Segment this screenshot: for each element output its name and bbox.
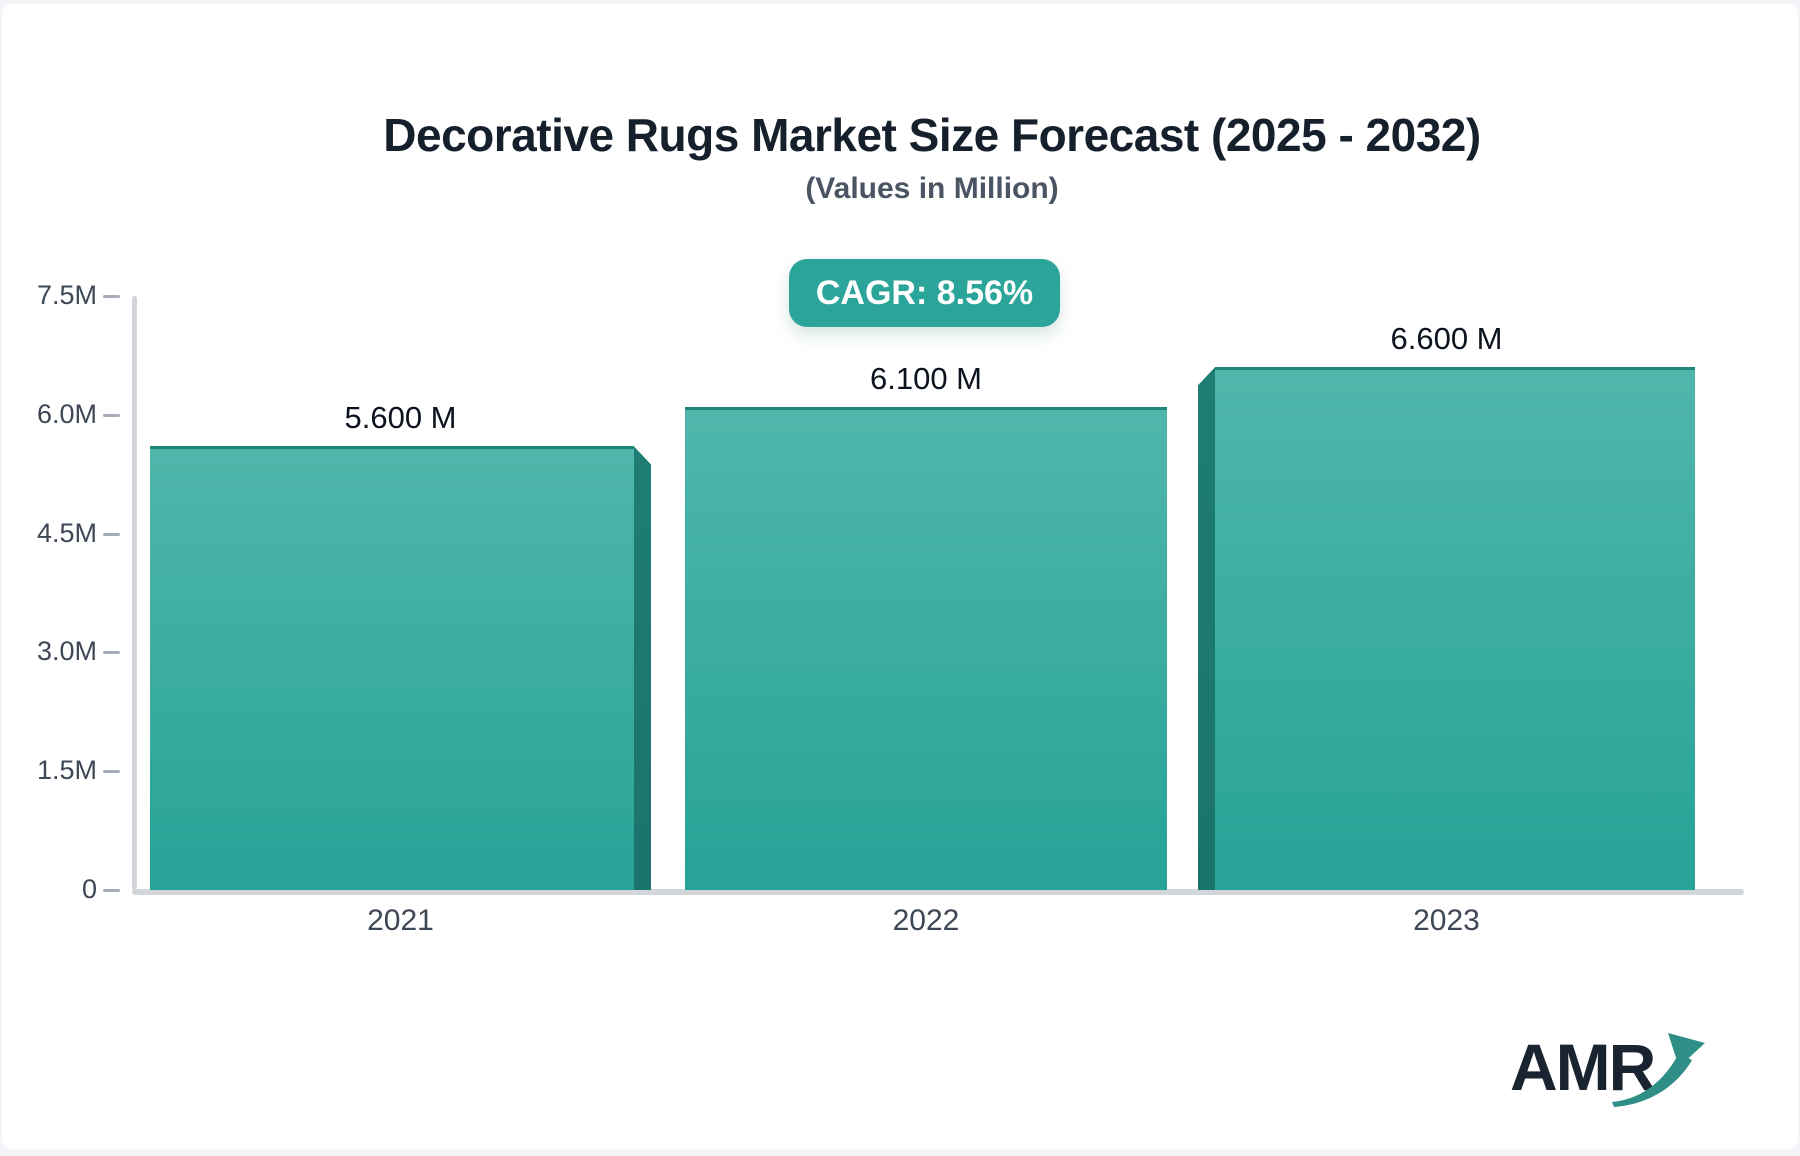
y-tick-label: 4.5M [36,517,97,548]
bar-2021 [150,446,634,890]
x-category-label: 2021 [367,904,434,937]
amr-logo-arrowhead-icon [1668,1033,1705,1067]
bar-3d-side [1198,367,1215,890]
x-category-label: 2023 [1413,904,1480,937]
x-category-label: 2022 [892,904,960,937]
y-tick-label: 1.5M [36,755,97,786]
x-axis-line [132,889,1744,895]
y-tick-mark [103,295,120,298]
bar-2022 [685,406,1167,890]
y-tick-label: 0 [81,874,97,904]
bar-3d-side [634,446,651,890]
y-tick-mark [103,770,120,774]
chart-title: Decorative Rugs Market Size Forecast (20… [383,109,1481,161]
y-tick-mark [103,889,120,892]
y-tick-label: 6.0M [36,398,97,429]
amr-logo-arrow-swoosh-icon [1612,1053,1692,1107]
chart-card: Decorative Rugs Market Size Forecast (20… [2,4,1798,1149]
chart-subtitle: (Values in Million) [805,172,1059,205]
bar-value-label: 6.600 M [1390,321,1503,357]
y-tick-mark [103,413,120,417]
y-tick-label: 3.0M [36,636,97,667]
bar-value-label: 6.100 M [869,360,982,396]
y-axis-line [132,296,137,890]
bar-value-label: 5.600 M [344,400,457,436]
amr-logo: AMR [1510,1030,1705,1107]
y-tick-mark [103,651,120,655]
amr-logo-text: AMR [1510,1030,1656,1104]
y-tick-label: 7.5M [36,280,97,310]
cagr-badge-label: CAGR: 8.56% [815,273,1034,312]
bar-2023 [1215,367,1695,890]
y-tick-mark [103,532,120,536]
cagr-badge: CAGR: 8.56% [789,259,1060,327]
